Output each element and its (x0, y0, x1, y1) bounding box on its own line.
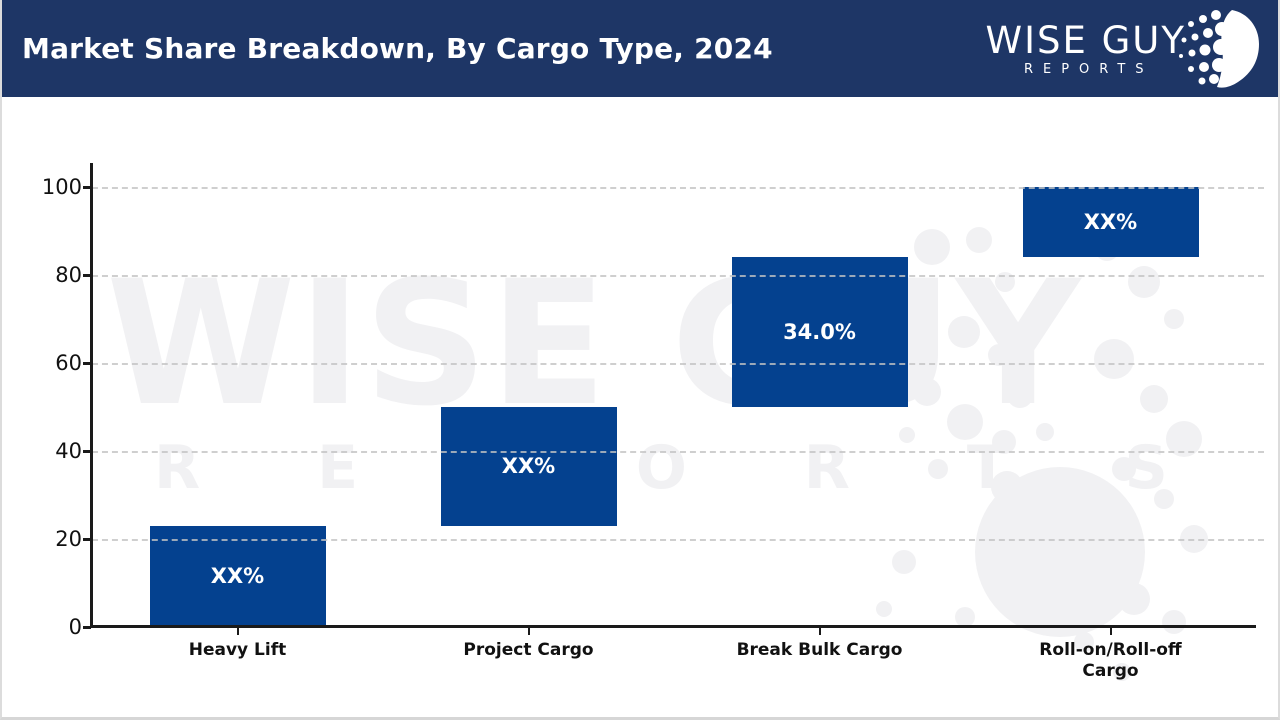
gridline-60 (92, 363, 1264, 365)
y-tick-label-60: 60 (55, 351, 82, 375)
bar-value-label: XX% (210, 564, 265, 589)
gridline-100 (92, 187, 1264, 189)
bar-value-label: XX% (1083, 210, 1138, 235)
y-tick-label-40: 40 (55, 439, 82, 463)
y-tick-label-0: 0 (68, 615, 82, 639)
y-tick-mark-60 (83, 362, 91, 365)
bar-value-label: XX% (501, 454, 556, 479)
bar-project-cargo[interactable]: XX% (440, 407, 617, 526)
y-axis-line (90, 163, 93, 628)
x-category-label: Break Bulk Cargo (736, 640, 903, 660)
y-tick-label-20: 20 (55, 527, 82, 551)
x-tick-mark (818, 627, 821, 635)
x-category-label: Heavy Lift (188, 640, 287, 660)
y-tick-mark-100 (83, 186, 91, 189)
bar-break-bulk-cargo[interactable]: 34.0% (731, 257, 908, 407)
y-tick-label-100: 100 (41, 175, 82, 199)
brand-logo: WISE GUY REPORTS (986, 7, 1264, 91)
gridline-40 (92, 451, 1264, 453)
x-category-label: Roll-on/Roll-off Cargo (1039, 640, 1182, 682)
page-title: Market Share Breakdown, By Cargo Type, 2… (22, 32, 773, 65)
x-tick-mark (527, 627, 530, 635)
y-tick-mark-80 (83, 274, 91, 277)
bar-heavy-lift[interactable]: XX% (149, 525, 326, 627)
y-tick-label-80: 80 (55, 263, 82, 287)
header-bar: Market Share Breakdown, By Cargo Type, 2… (2, 0, 1278, 97)
x-axis-line (90, 625, 1256, 628)
logo-reports-text: REPORTS (1023, 61, 1154, 77)
bar-roll-on-roll-off-cargo[interactable]: XX% (1022, 187, 1199, 258)
x-tick-mark (1109, 627, 1112, 635)
y-tick-mark-20 (83, 538, 91, 541)
x-tick-mark (236, 627, 239, 635)
bar-value-label: 34.0% (783, 320, 856, 345)
y-tick-mark-0 (83, 626, 91, 629)
y-tick-mark-40 (83, 450, 91, 453)
logo-wiseguy-text: WISE GUY (985, 18, 1186, 62)
gridline-20 (92, 539, 1264, 541)
gridline-80 (92, 275, 1264, 277)
logo-dotted-face-icon (1179, 9, 1259, 88)
x-category-label: Project Cargo (463, 640, 594, 660)
